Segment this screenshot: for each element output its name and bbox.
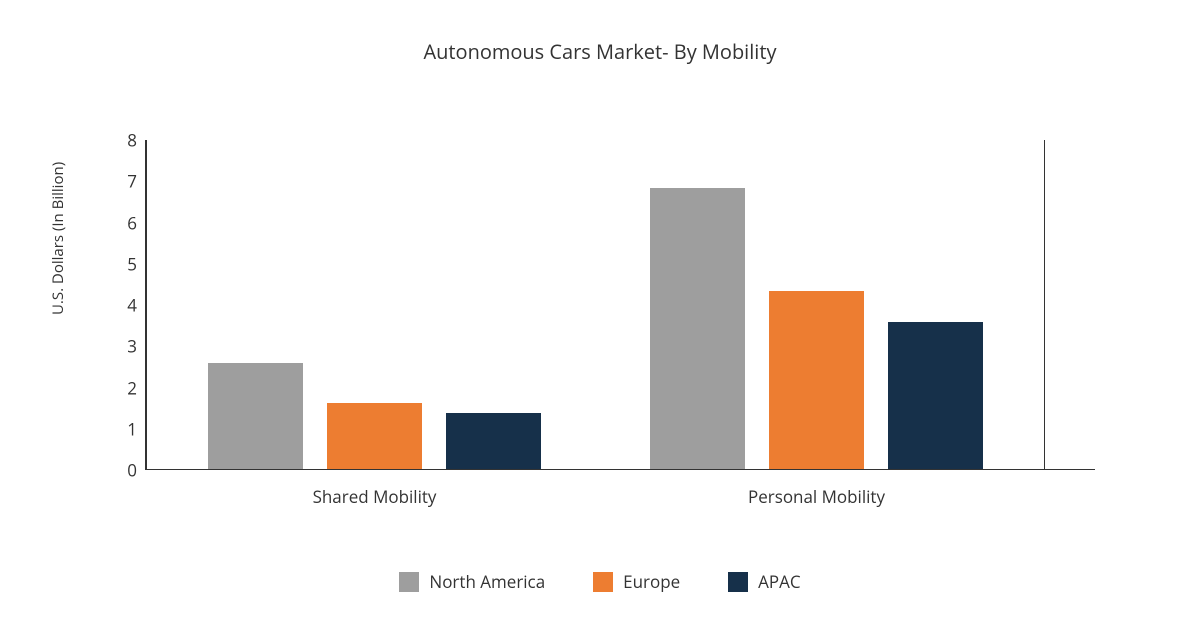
bar xyxy=(446,413,541,469)
y-tick: 3 xyxy=(127,335,137,358)
legend-label: North America xyxy=(429,570,545,593)
right-axis-line xyxy=(1044,140,1046,470)
chart-container: Autonomous Cars Market- By Mobility U.S.… xyxy=(0,20,1200,633)
legend-label: Europe xyxy=(623,570,680,593)
bar xyxy=(208,363,303,468)
x-category-label: Personal Mobility xyxy=(717,485,917,508)
plot-area xyxy=(145,140,1095,470)
y-axis-label: U.S. Dollars (In Billion) xyxy=(48,162,68,315)
y-tick: 2 xyxy=(127,376,137,399)
legend-swatch xyxy=(728,572,748,592)
y-tick: 5 xyxy=(127,252,137,275)
legend-swatch xyxy=(593,572,613,592)
bar xyxy=(888,322,983,468)
y-tick: 1 xyxy=(127,417,137,440)
legend-item: North America xyxy=(399,570,545,593)
y-axis-line xyxy=(145,140,147,470)
y-tick: 4 xyxy=(127,294,137,317)
y-tick: 7 xyxy=(127,170,137,193)
legend-swatch xyxy=(399,572,419,592)
bar xyxy=(769,291,864,468)
y-axis: 012345678 xyxy=(120,140,145,470)
y-tick: 0 xyxy=(127,459,137,482)
legend: North America Europe APAC xyxy=(0,570,1200,593)
legend-item: APAC xyxy=(728,570,800,593)
y-tick: 8 xyxy=(127,129,137,152)
x-axis-line xyxy=(145,469,1095,471)
x-category-label: Shared Mobility xyxy=(275,485,475,508)
bar xyxy=(327,403,422,469)
chart-title: Autonomous Cars Market- By Mobility xyxy=(0,38,1200,65)
legend-label: APAC xyxy=(758,570,800,593)
bar xyxy=(650,188,745,469)
legend-item: Europe xyxy=(593,570,680,593)
y-tick: 6 xyxy=(127,211,137,234)
